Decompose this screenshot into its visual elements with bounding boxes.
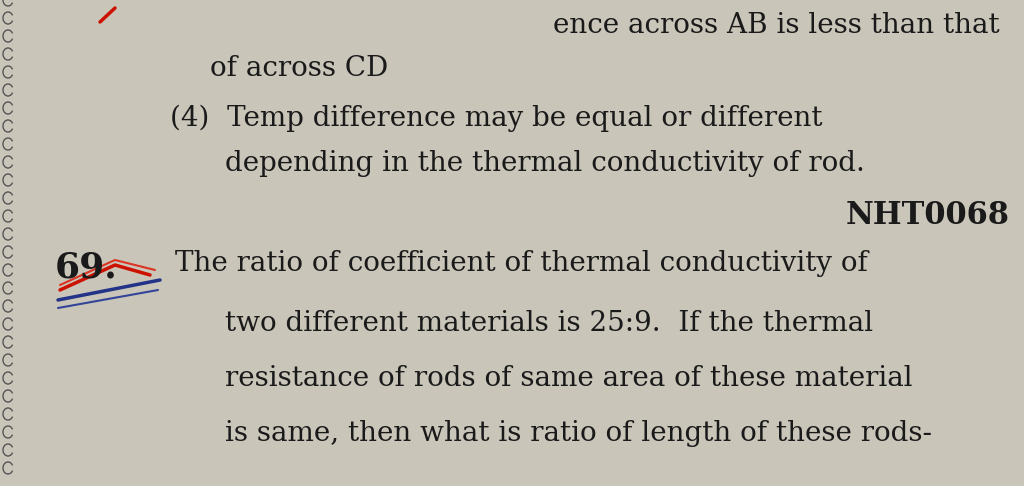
Text: The ratio of coefficient of thermal conductivity of: The ratio of coefficient of thermal cond… (175, 250, 868, 277)
Text: resistance of rods of same area of these material: resistance of rods of same area of these… (225, 365, 912, 392)
Text: is same, then what is ratio of length of these rods-: is same, then what is ratio of length of… (225, 420, 932, 447)
Text: 69.: 69. (55, 250, 118, 284)
Text: depending in the thermal conductivity of rod.: depending in the thermal conductivity of… (225, 150, 865, 177)
Text: of across CD: of across CD (210, 55, 388, 82)
Text: (4)  Temp difference may be equal or different: (4) Temp difference may be equal or diff… (170, 105, 822, 132)
Text: two different materials is 25:9.  If the thermal: two different materials is 25:9. If the … (225, 310, 873, 337)
Text: ence across AB is less than that: ence across AB is less than that (553, 12, 1000, 39)
Text: NHT0068: NHT0068 (846, 200, 1010, 231)
